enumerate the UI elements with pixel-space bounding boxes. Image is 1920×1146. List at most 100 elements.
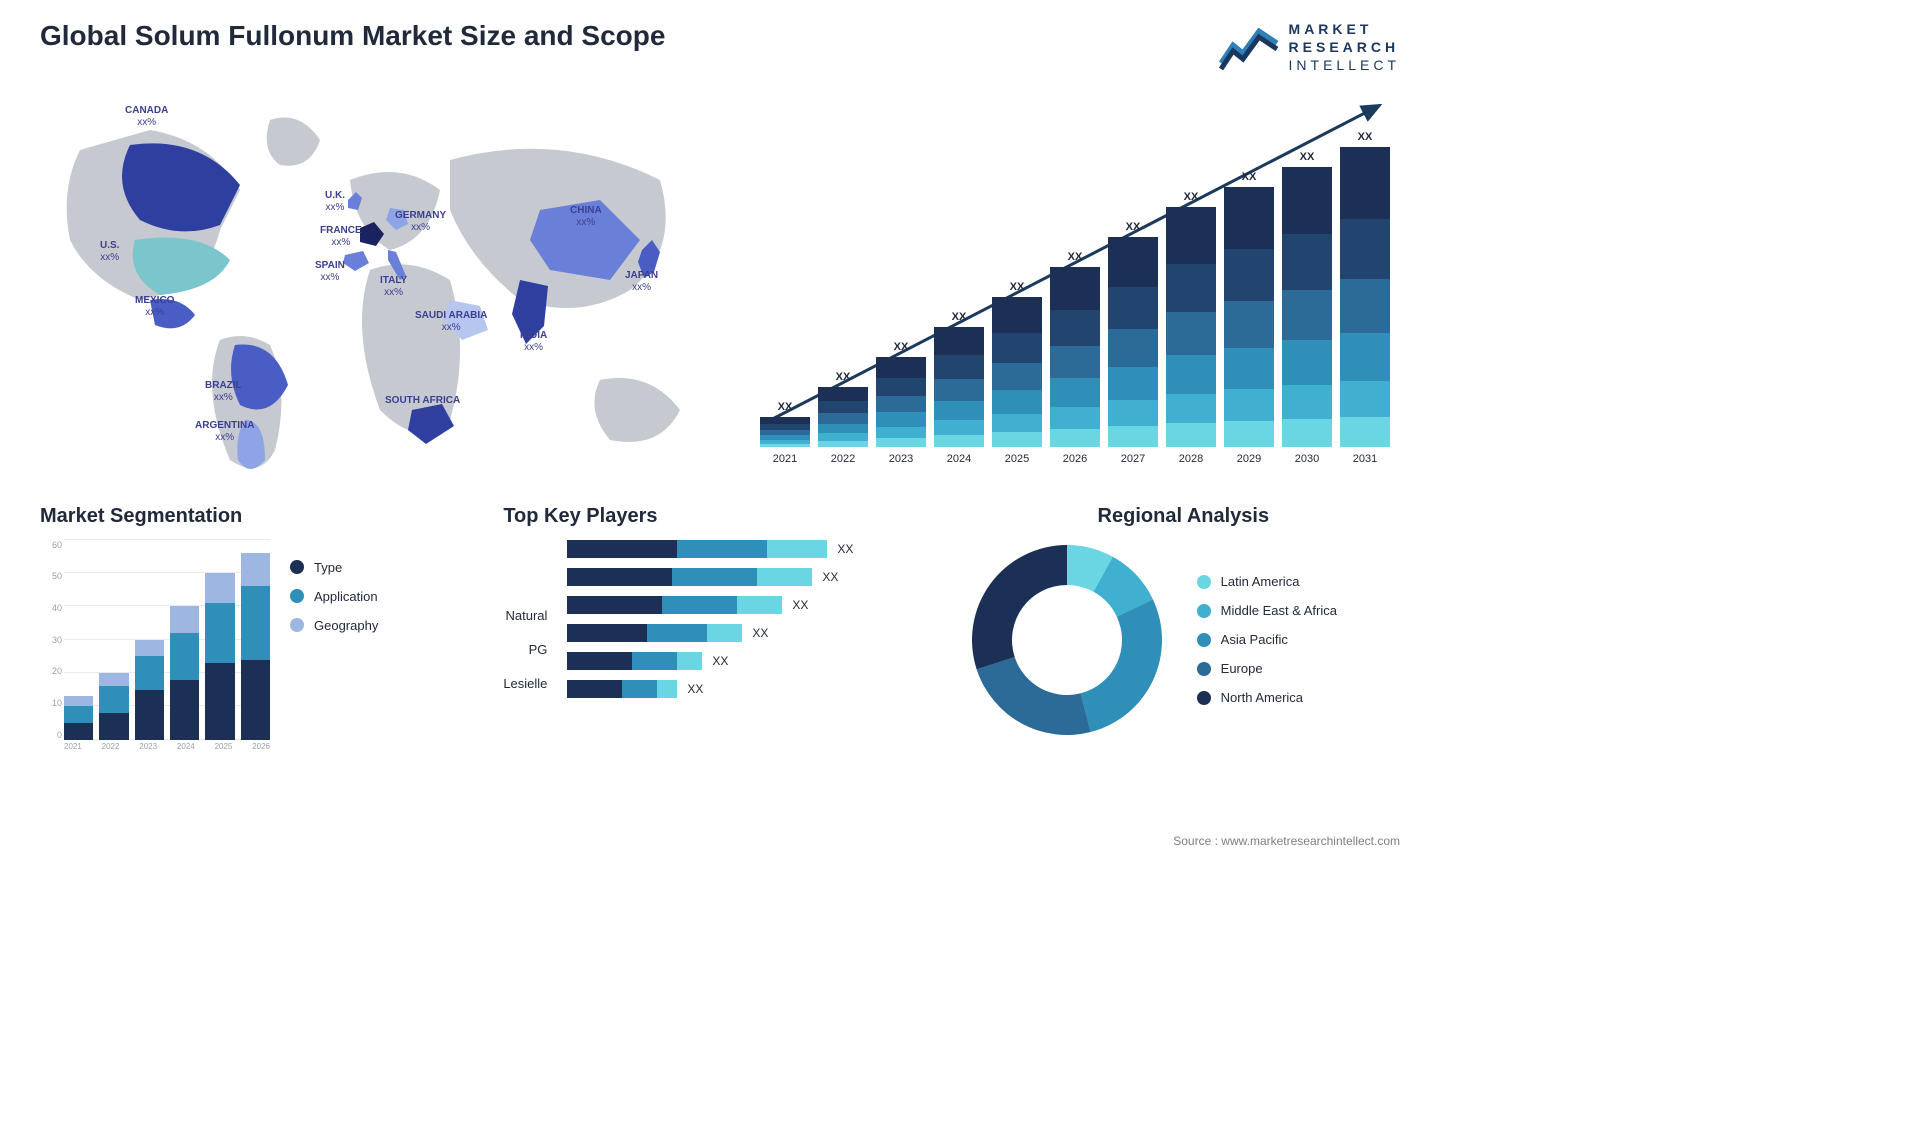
growth-year-label: 2031 — [1353, 453, 1377, 465]
key-player-bar-segment — [567, 596, 662, 614]
map-label: JAPANxx% — [625, 270, 658, 294]
growth-bar-column: XX2023 — [876, 341, 926, 465]
y-axis-tick: 20 — [40, 666, 62, 676]
y-axis-tick: 40 — [40, 603, 62, 613]
donut-slice — [976, 657, 1090, 735]
growth-bar-segment — [1108, 329, 1158, 367]
regional-title: Regional Analysis — [967, 505, 1400, 528]
map-label: U.K.xx% — [325, 190, 345, 214]
legend-dot-icon — [1197, 633, 1211, 647]
regional-donut-chart — [967, 540, 1167, 740]
growth-bar-segment — [876, 357, 926, 379]
key-players-bars: XXXXXXXXXXXX — [567, 540, 936, 698]
growth-bar-segment — [760, 417, 810, 424]
legend-label: Latin America — [1221, 574, 1300, 589]
growth-bar-segment — [1282, 340, 1332, 385]
growth-bar-segment — [1050, 407, 1100, 429]
legend-dot-icon — [1197, 691, 1211, 705]
map-label: MEXICOxx% — [135, 295, 174, 319]
growth-bar-segment — [1282, 290, 1332, 340]
key-player-value: XX — [837, 542, 853, 556]
growth-bar-segment — [1050, 429, 1100, 447]
legend-label: Application — [314, 589, 378, 604]
growth-chart: XX2021XX2022XX2023XX2024XX2025XX2026XX20… — [750, 85, 1400, 495]
growth-bar-segment — [1224, 249, 1274, 301]
segmentation-bar-segment — [170, 633, 199, 680]
key-players-labels: NaturalPGLesielle — [503, 602, 547, 698]
legend-label: Middle East & Africa — [1221, 603, 1337, 618]
segmentation-bar-segment — [241, 553, 270, 586]
legend-item: Europe — [1197, 661, 1337, 676]
growth-bar-segment — [1108, 367, 1158, 401]
growth-bar-value: XX — [778, 401, 793, 413]
growth-bar-value: XX — [952, 311, 967, 323]
legend-item: Middle East & Africa — [1197, 603, 1337, 618]
segmentation-bar-segment — [170, 606, 199, 633]
legend-dot-icon — [290, 618, 304, 632]
map-label: ARGENTINAxx% — [195, 420, 254, 444]
growth-bar-segment — [876, 438, 926, 447]
y-axis-tick: 0 — [40, 730, 62, 740]
growth-bar-segment — [1166, 355, 1216, 393]
legend-label: Type — [314, 560, 342, 575]
page-title: Global Solum Fullonum Market Size and Sc… — [40, 20, 665, 52]
key-player-bar-segment — [647, 624, 707, 642]
growth-bar-segment — [1050, 378, 1100, 407]
key-player-value: XX — [712, 654, 728, 668]
key-player-bar-segment — [707, 624, 742, 642]
map-label: U.S.xx% — [100, 240, 119, 264]
key-player-bar-segment — [757, 568, 812, 586]
growth-bar-segment — [1282, 167, 1332, 234]
growth-year-label: 2026 — [1063, 453, 1087, 465]
segmentation-bar-segment — [99, 713, 128, 740]
growth-bar-column: XX2029 — [1224, 171, 1274, 465]
segmentation-bar — [170, 606, 199, 739]
growth-bar-value: XX — [1358, 131, 1373, 143]
growth-bar-segment — [876, 378, 926, 396]
segmentation-bar-segment — [241, 660, 270, 740]
growth-year-label: 2025 — [1005, 453, 1029, 465]
growth-bar-segment — [1108, 237, 1158, 287]
growth-bar-segment — [934, 435, 984, 447]
key-player-row: XX — [567, 680, 936, 698]
growth-bar-segment — [1340, 219, 1390, 279]
growth-bar-value: XX — [1242, 171, 1257, 183]
growth-bar-segment — [1282, 234, 1332, 290]
growth-bar-segment — [1050, 267, 1100, 310]
legend-label: Europe — [1221, 661, 1263, 676]
key-player-bar-segment — [737, 596, 782, 614]
segmentation-bar-segment — [99, 673, 128, 686]
growth-bar-value: XX — [1300, 151, 1315, 163]
regional-panel: Regional Analysis Latin America Middle Ea… — [967, 505, 1400, 760]
growth-bar-segment — [876, 396, 926, 412]
segmentation-year: 2024 — [177, 742, 195, 760]
segmentation-bar — [205, 573, 234, 740]
top-row: CANADAxx%U.S.xx%MEXICOxx%BRAZILxx%ARGENT… — [0, 85, 1440, 495]
segmentation-year: 2021 — [64, 742, 82, 760]
segmentation-bar — [64, 696, 93, 739]
segmentation-legend: TypeApplicationGeography — [290, 540, 378, 760]
growth-bar-segment — [1340, 147, 1390, 219]
key-player-name: Lesielle — [503, 670, 547, 698]
map-label: SPAINxx% — [315, 260, 345, 284]
growth-bar-segment — [876, 427, 926, 438]
growth-bar-segment — [1166, 207, 1216, 265]
segmentation-chart: 0102030405060 202120222023202420252026 — [40, 540, 270, 760]
regional-legend: Latin AmericaMiddle East & AfricaAsia Pa… — [1197, 574, 1337, 705]
growth-bar-segment — [1166, 312, 1216, 355]
growth-bar-column: XX2025 — [992, 281, 1042, 465]
growth-bar-segment — [992, 414, 1042, 432]
growth-bar-segment — [1166, 394, 1216, 423]
key-player-value: XX — [792, 598, 808, 612]
key-player-bar-segment — [622, 680, 657, 698]
growth-year-label: 2023 — [889, 453, 913, 465]
growth-bar-segment — [818, 424, 868, 434]
key-player-bar-segment — [662, 596, 737, 614]
growth-bar-segment — [1108, 400, 1158, 425]
map-label: INDIAxx% — [520, 330, 547, 354]
growth-bar-value: XX — [836, 371, 851, 383]
map-label: BRAZILxx% — [205, 380, 242, 404]
key-player-row: XX — [567, 652, 936, 670]
key-player-bar-segment — [567, 540, 677, 558]
bottom-row: Market Segmentation 0102030405060 202120… — [0, 495, 1440, 760]
